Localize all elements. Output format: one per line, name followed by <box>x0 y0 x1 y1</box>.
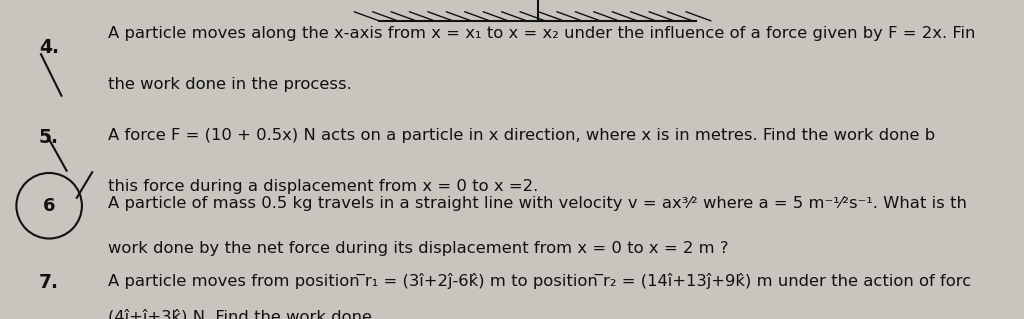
Text: A particle moves from position ̅r₁ = (3î+2ĵ-6k̂) m to position ̅r₂ = (14î+13ĵ+9k: A particle moves from position ̅r₁ = (3î… <box>108 273 971 289</box>
Text: 7.: 7. <box>39 273 59 292</box>
Text: A particle of mass 0.5 kg travels in a straight line with velocity v = ax³⁄² whe: A particle of mass 0.5 kg travels in a s… <box>108 196 967 211</box>
Text: this force during a displacement from x = 0 to x =2.: this force during a displacement from x … <box>108 179 538 194</box>
Text: 5.: 5. <box>39 128 59 147</box>
Text: (4î+ĵ+3k̂) N. Find the work done.: (4î+ĵ+3k̂) N. Find the work done. <box>108 309 377 319</box>
Text: 6: 6 <box>43 197 55 215</box>
Text: the work done in the process.: the work done in the process. <box>108 77 351 92</box>
Text: work done by the net force during its displacement from x = 0 to x = 2 m ?: work done by the net force during its di… <box>108 241 728 256</box>
Text: A particle moves along the x-axis from x = x₁ to x = x₂ under the influence of a: A particle moves along the x-axis from x… <box>108 26 975 41</box>
Text: A force F = (10 + 0.5x) N acts on a particle in x direction, where x is in metre: A force F = (10 + 0.5x) N acts on a part… <box>108 128 935 143</box>
Text: 4.: 4. <box>39 38 59 57</box>
